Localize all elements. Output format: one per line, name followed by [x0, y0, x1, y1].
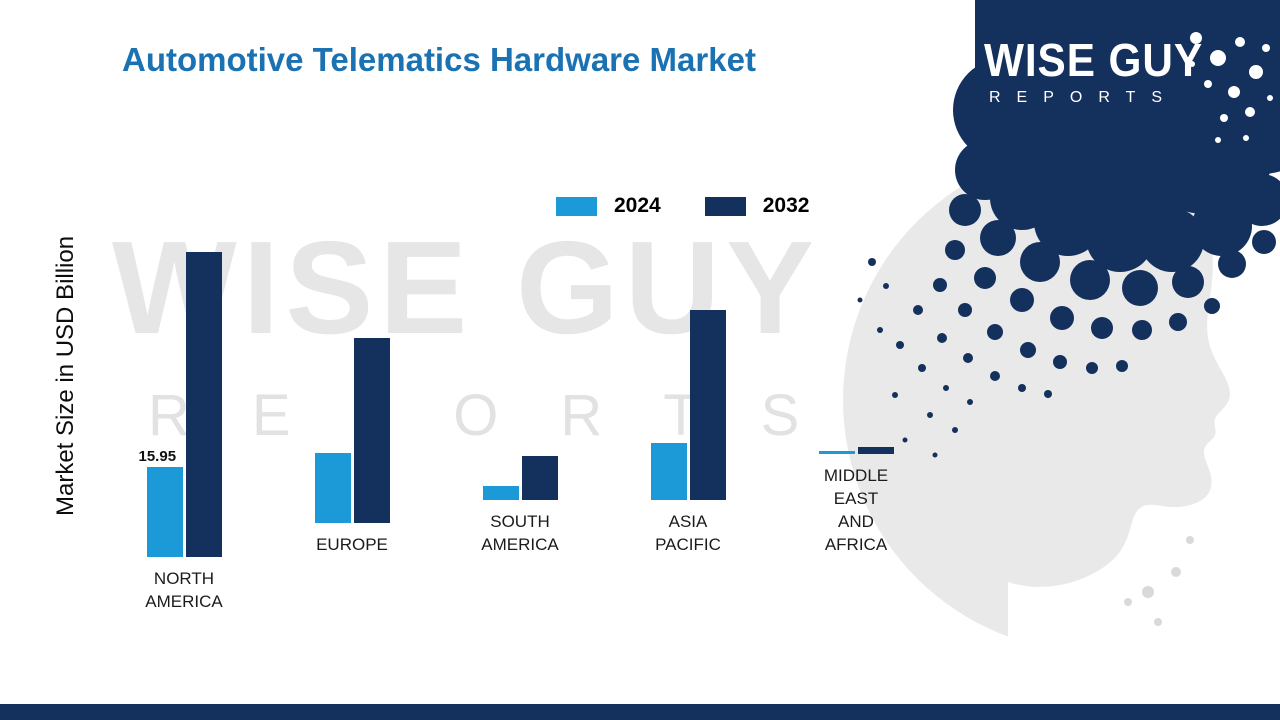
bar-2024-north-america: [146, 467, 183, 557]
bar-pair: [482, 252, 558, 501]
category-label-asia-pacific: ASIA PACIFIC: [655, 512, 721, 555]
legend-item-2032: 2032: [704, 194, 810, 218]
bar-group-south-america: SOUTH AMERICA: [436, 252, 604, 557]
bar-2024-south-america: [482, 486, 519, 501]
bar-group-north-america: 15.95 NORTH AMERICA: [100, 252, 268, 611]
bar-group-asia-pacific: ASIA PACIFIC: [604, 252, 772, 557]
legend-label-2032: 2032: [762, 194, 810, 217]
y-axis-label: Market Size in USD Billion: [52, 235, 79, 517]
bar-pair: 15.95: [139, 252, 222, 557]
bar-2024-asia-pacific: [650, 443, 687, 501]
legend-swatch-2032: [704, 196, 746, 216]
category-label-middle-east-and-africa: MIDDLE EAST AND AFRICA: [823, 466, 889, 555]
bar-slot: [314, 453, 351, 524]
logo-wordmark: WISE GUY: [984, 34, 1203, 86]
chart-legend: 2024 2032: [556, 194, 809, 218]
bar-2032-europe: [353, 338, 390, 524]
bar-2024-europe: [314, 453, 351, 524]
bar-2032-north-america: [185, 252, 222, 557]
logo-subtext: REPORTS: [989, 89, 1179, 107]
bar-slot: 15.95: [139, 448, 183, 557]
category-label-south-america: SOUTH AMERICA: [481, 512, 559, 555]
legend-swatch-2024: [556, 196, 597, 216]
bar-slot: [818, 451, 855, 455]
bar-2032-middle-east-and-africa: [857, 447, 894, 455]
bar-pair: [818, 252, 894, 455]
bar-slot: [857, 447, 894, 455]
gray-dots-graphic: [1124, 536, 1194, 626]
bar-slot: [521, 456, 558, 501]
bar-chart-plot: 15.95 NORTH AMERICA EUROPE SOUTH AMERICA ASI…: [100, 252, 940, 611]
bar-slot: [185, 252, 222, 557]
bar-pair: [314, 252, 390, 524]
footer-bar: [0, 704, 1280, 720]
bar-slot: [353, 338, 390, 524]
bar-slot: [650, 443, 687, 501]
bar-group-middle-east-and-africa: MIDDLE EAST AND AFRICA: [772, 252, 940, 557]
face-profile-silhouette: [1008, 148, 1280, 720]
chart-title: Automotive Telematics Hardware Market: [122, 41, 756, 78]
legend-item-2024: 2024: [556, 194, 661, 218]
bar-2024-middle-east-and-africa: [818, 451, 855, 455]
bar-pair: [650, 252, 726, 501]
bar-2032-asia-pacific: [689, 310, 726, 501]
white-dots-graphic: [1189, 32, 1273, 143]
category-label-europe: EUROPE: [316, 535, 388, 555]
bar-slot: [689, 310, 726, 501]
brand-logo: WISE GUY REPORTS: [984, 36, 1222, 107]
bar-2032-south-america: [521, 456, 558, 501]
dot-pattern-blob: [857, 0, 1280, 458]
bar-group-europe: EUROPE: [268, 252, 436, 557]
legend-label-2024: 2024: [614, 194, 661, 217]
bar-slot: [482, 486, 519, 501]
category-label-north-america: NORTH AMERICA: [145, 569, 223, 611]
